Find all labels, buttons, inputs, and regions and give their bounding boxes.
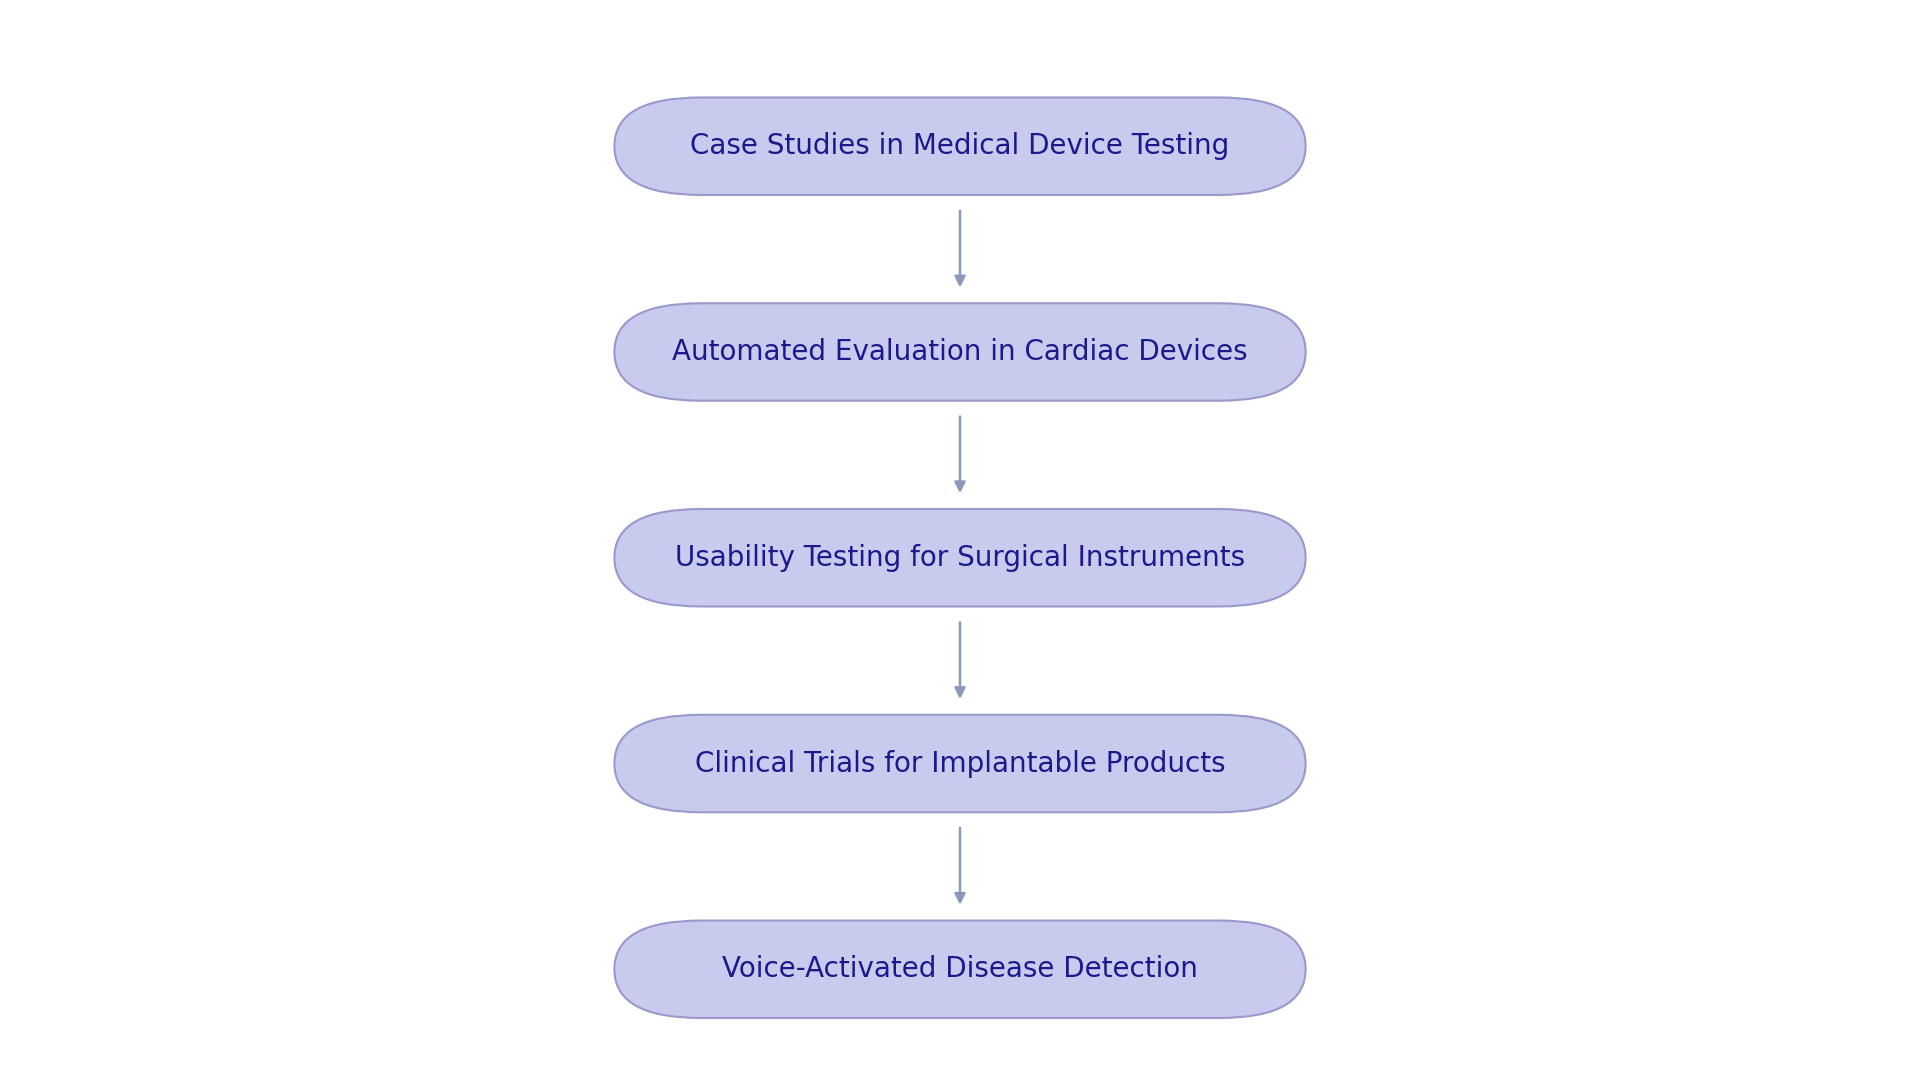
FancyBboxPatch shape <box>614 509 1306 606</box>
Text: Automated Evaluation in Cardiac Devices: Automated Evaluation in Cardiac Devices <box>672 338 1248 366</box>
Text: Usability Testing for Surgical Instruments: Usability Testing for Surgical Instrumen… <box>676 544 1244 572</box>
Text: Clinical Trials for Implantable Products: Clinical Trials for Implantable Products <box>695 749 1225 778</box>
FancyBboxPatch shape <box>614 303 1306 401</box>
FancyBboxPatch shape <box>614 921 1306 1018</box>
FancyBboxPatch shape <box>614 97 1306 195</box>
Text: Case Studies in Medical Device Testing: Case Studies in Medical Device Testing <box>691 132 1229 160</box>
FancyBboxPatch shape <box>614 715 1306 812</box>
Text: Voice-Activated Disease Detection: Voice-Activated Disease Detection <box>722 955 1198 983</box>
